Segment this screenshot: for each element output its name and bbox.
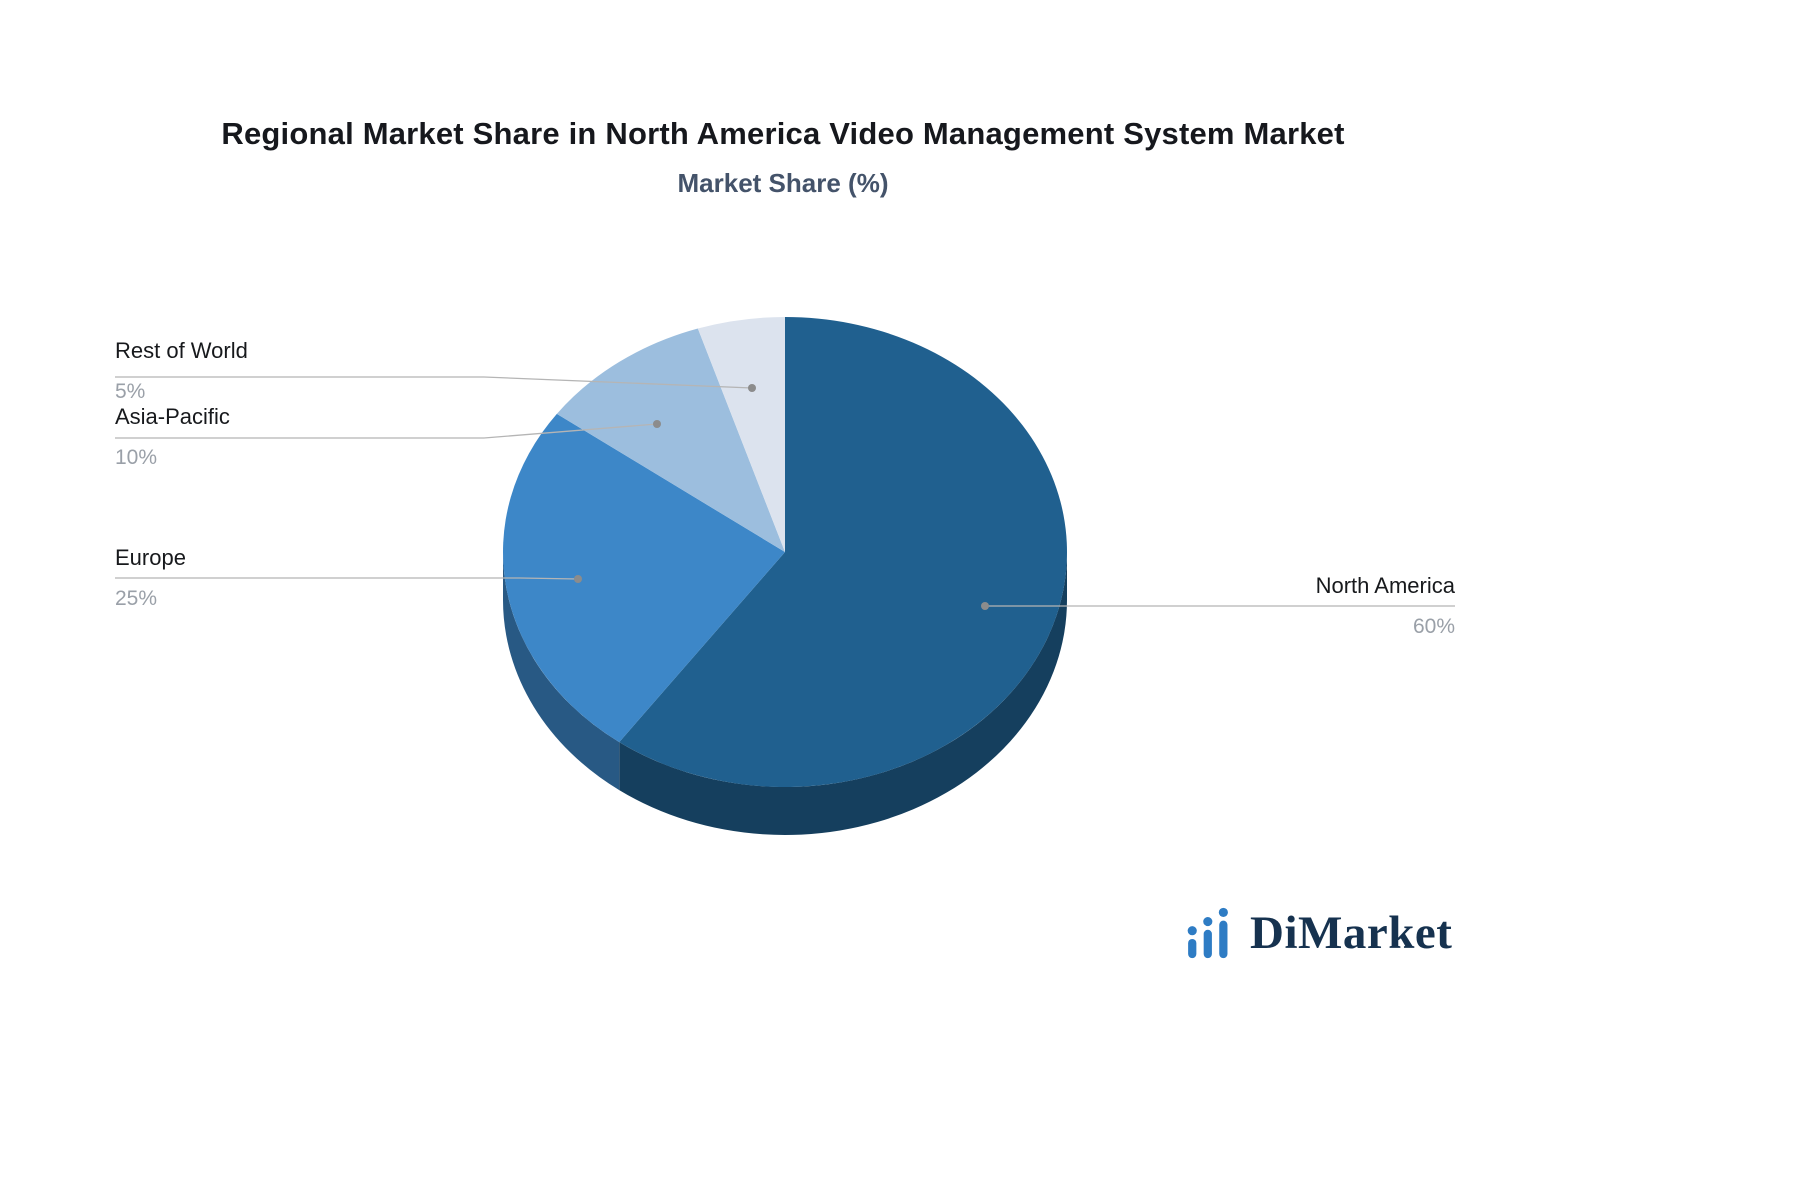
leader-dot-europe <box>574 575 582 583</box>
leader-dot-north-america <box>981 602 989 610</box>
chart-title: Regional Market Share in North America V… <box>221 116 1345 151</box>
label-north-america: North America 60% <box>1316 573 1455 639</box>
pie-slice-europe[interactable] <box>502 413 785 743</box>
leader-line-europe <box>115 577 579 580</box>
pie-slice-rest-of-world[interactable] <box>697 317 785 552</box>
slice-label-value: 10% <box>115 446 158 469</box>
slice-label-name: Europe <box>115 545 186 570</box>
bar-chart-icon <box>1187 907 1228 959</box>
leader-line-asia-pacific <box>115 423 658 439</box>
pie-slice-side-north-america <box>619 552 1067 835</box>
slice-label-name: Rest of World <box>115 338 248 363</box>
pie-slice-side-europe <box>503 552 620 791</box>
dimarket-logo: DiMarket <box>1185 906 1452 960</box>
pie-slice-north-america[interactable] <box>619 317 1067 787</box>
leader-dot-rest-of-world <box>748 384 756 392</box>
slice-label-value: 5% <box>115 380 146 403</box>
slice-label-name: North America <box>1315 573 1455 598</box>
leader-dot-asia-pacific <box>653 420 661 428</box>
slice-label-value: 60% <box>1412 615 1455 638</box>
label-europe: Europe 25% <box>115 545 186 611</box>
chart-subtitle: Market Share (%) <box>677 168 889 198</box>
label-rest-of-world: Rest of World 5% <box>115 338 248 404</box>
leader-line-rest-of-world <box>115 376 753 389</box>
label-asia-pacific: Asia-Pacific 10% <box>115 404 230 470</box>
logo-text: DiMarket <box>1250 907 1453 959</box>
slice-label-name: Asia-Pacific <box>115 404 230 429</box>
slice-label-value: 25% <box>115 587 158 610</box>
pie-slice-asia-pacific[interactable] <box>556 328 785 552</box>
